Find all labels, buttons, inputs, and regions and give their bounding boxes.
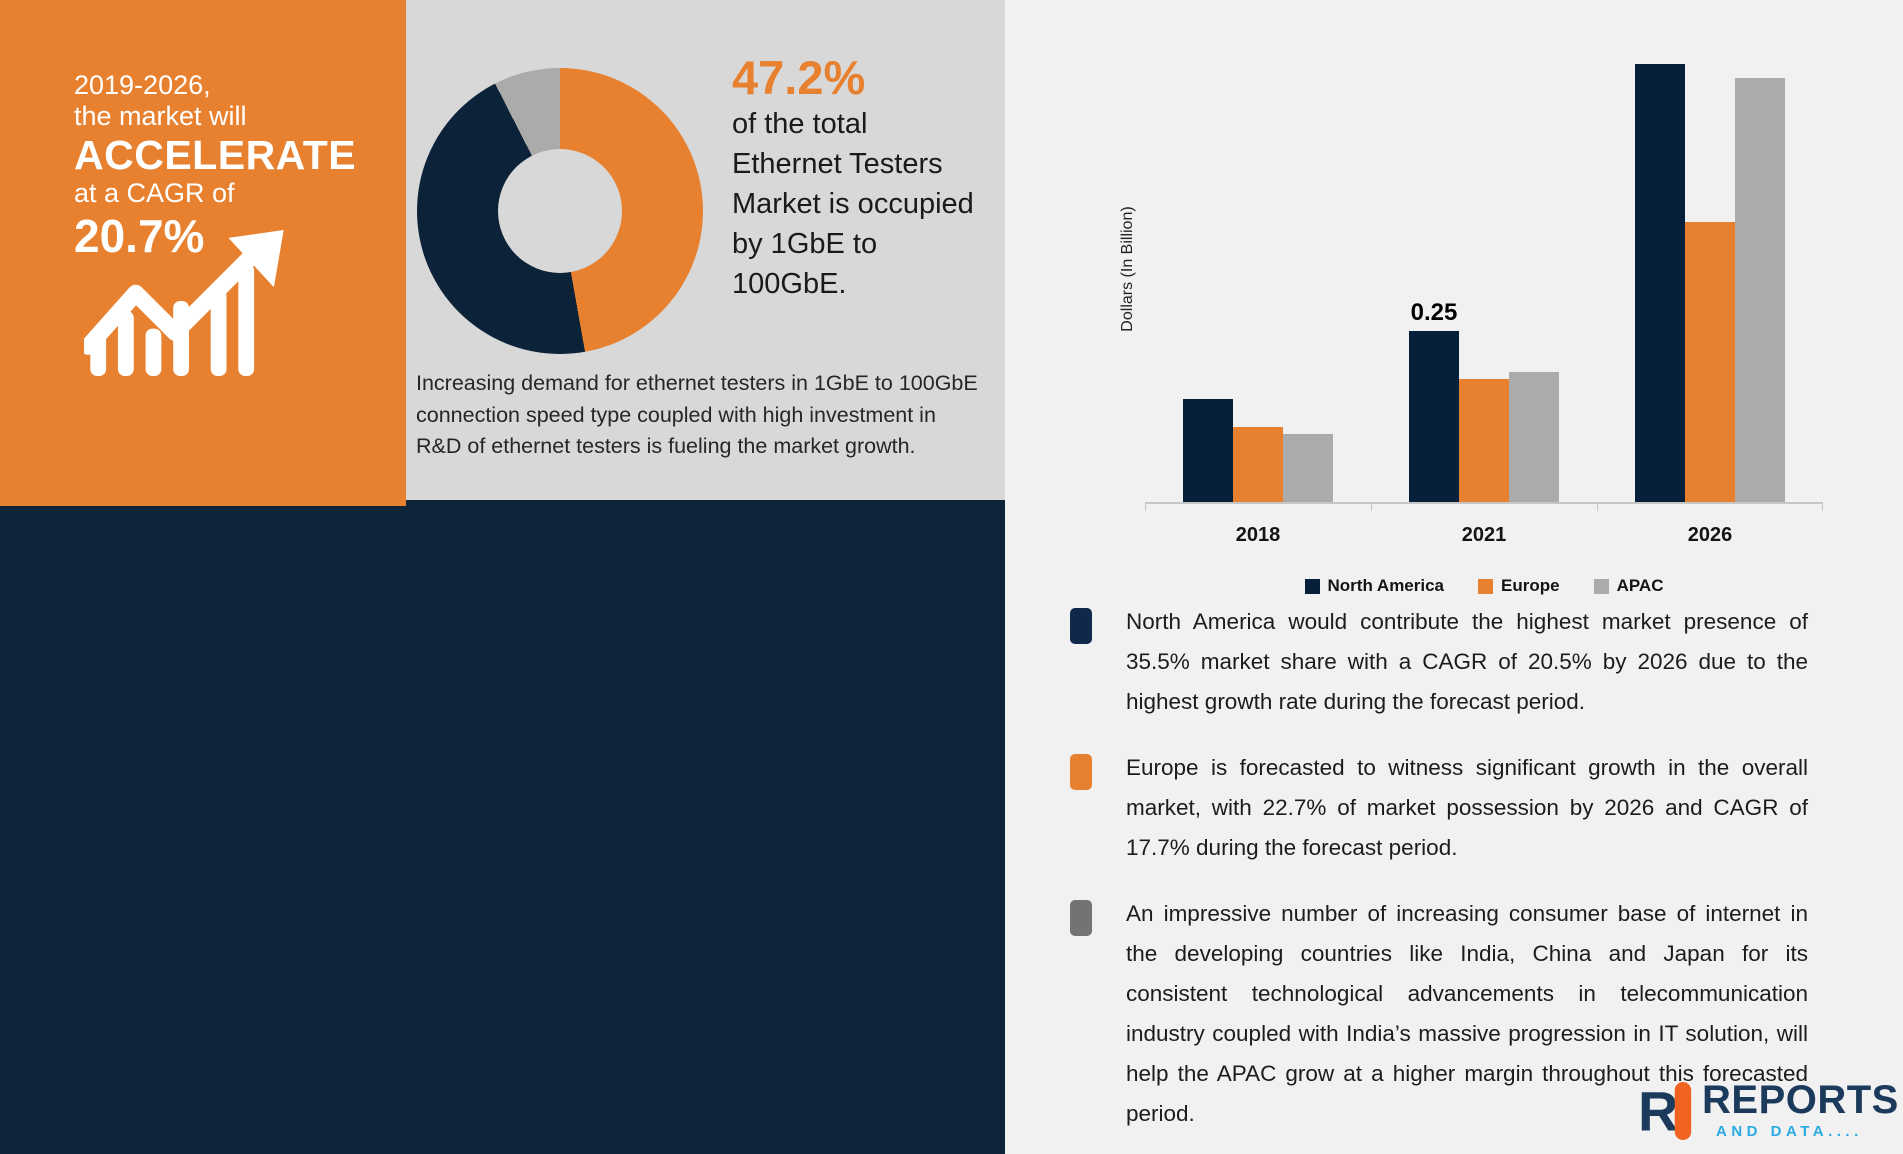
accelerate-panel <box>0 0 406 506</box>
bar-2026-apac <box>1735 78 1785 502</box>
region-insights-list: North America would contribute the highe… <box>1064 602 1808 1154</box>
list-item-europe: Europe is forecasted to witness signific… <box>1064 748 1808 868</box>
bar-x-label-2021: 2021 <box>1461 524 1507 546</box>
donut-headline-line: 100GbE. <box>732 268 847 300</box>
list-item-apac: An impressive number of increasing consu… <box>1064 894 1808 1134</box>
donut-hole <box>498 149 622 273</box>
legend-label: APAC <box>1616 576 1664 595</box>
donut-headline-line: Market is occupied <box>732 188 974 220</box>
bar-2026-europe <box>1685 222 1735 502</box>
bar-2026-north-america <box>1635 64 1685 502</box>
bar-axis-tick <box>1371 502 1372 511</box>
donut-headline-value: 47.2% <box>732 51 866 104</box>
speed-type-donut-chart <box>417 68 703 354</box>
segment-dot-plot-panel <box>0 500 1005 1154</box>
north-america-bullet-marker <box>1070 608 1092 644</box>
logo-title: REPORTS <box>1702 1078 1899 1122</box>
apac-bullet-marker <box>1070 900 1092 936</box>
bar-2021-europe <box>1459 379 1509 502</box>
donut-headline: 47.2% of the total Ethernet Testers Mark… <box>732 52 1000 304</box>
legend-swatch <box>1304 578 1320 594</box>
bar-axis-tick <box>1145 502 1146 511</box>
bar-x-label-2018: 2018 <box>1235 524 1281 546</box>
north-america-insight-text: North America would contribute the highe… <box>1126 609 1808 714</box>
donut-headline-line: by 1GbE to <box>732 228 878 260</box>
legend-swatch <box>1593 578 1609 594</box>
legend-swatch <box>1478 578 1494 594</box>
donut-headline-line: of the total <box>732 108 868 140</box>
bar-2018-apac <box>1283 434 1333 502</box>
list-item-north-america: North America would contribute the highe… <box>1064 602 1808 722</box>
apac-insight-text: An impressive number of increasing consu… <box>1126 901 1808 1126</box>
bar-chart-y-axis-label: Dollars (In Billion) <box>1119 206 1136 332</box>
legend-label: Europe <box>1501 576 1560 595</box>
legend-label: North America <box>1327 576 1445 595</box>
bar-2021-north-america <box>1409 331 1459 502</box>
bar-axis-tick <box>1597 502 1598 511</box>
growth-arrow-icon <box>84 229 284 376</box>
europe-bullet-marker <box>1070 754 1092 790</box>
regional-bar-chart <box>1145 40 1823 511</box>
logo-text: REPORTS AND DATA.... <box>1702 1080 1899 1140</box>
accelerate-cagr-value: 20.7% <box>74 210 205 262</box>
bar-2018-north-america <box>1183 399 1233 502</box>
legend-item-europe: Europe <box>1478 576 1560 596</box>
donut-headline-line: Ethernet Testers <box>732 148 943 180</box>
bar-value-label: 0.25 <box>1410 299 1458 326</box>
accelerate-period: 2019-2026, <box>74 70 211 100</box>
bar-2021-apac <box>1509 372 1559 502</box>
donut-paragraph: Increasing demand for ethernet testers i… <box>416 371 978 458</box>
accelerate-emphasis: ACCELERATE <box>74 132 357 178</box>
accelerate-line2: the market will <box>74 101 247 131</box>
bar-x-label-2026: 2026 <box>1687 524 1733 546</box>
svg-text:R: R <box>1638 1080 1678 1142</box>
bar-axis-tick <box>1822 502 1823 511</box>
legend-item-apac: APAC <box>1593 576 1664 596</box>
accelerate-headline: 2019-2026, the market will ACCELERATE at… <box>74 70 356 261</box>
europe-insight-text: Europe is forecasted to witness signific… <box>1126 755 1808 860</box>
reports-and-data-logo: R REPORTS AND DATA.... <box>1638 1080 1899 1144</box>
bar-2018-europe <box>1233 427 1283 502</box>
bar-chart-legend: North America Europe APAC <box>1145 576 1823 596</box>
logo-subtitle: AND DATA.... <box>1716 1123 1863 1140</box>
reports-and-data-logo-mark: R <box>1638 1080 1692 1142</box>
accelerate-line4: at a CAGR of <box>74 178 235 208</box>
legend-item-north-america: North America <box>1304 576 1445 596</box>
